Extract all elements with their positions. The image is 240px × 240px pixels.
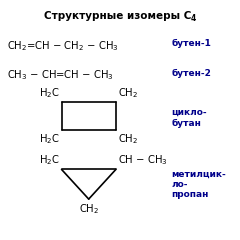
Text: CH $-$ CH$_3$: CH $-$ CH$_3$ — [118, 154, 168, 168]
Text: CH$_3$ $-$ CH=CH $-$ CH$_3$: CH$_3$ $-$ CH=CH $-$ CH$_3$ — [7, 69, 114, 82]
Text: H$_2$C: H$_2$C — [39, 86, 60, 100]
Text: CH$_2$: CH$_2$ — [118, 86, 138, 100]
Text: CH$_2$=CH $-$ CH$_2$ $-$ CH$_3$: CH$_2$=CH $-$ CH$_2$ $-$ CH$_3$ — [7, 39, 119, 53]
Text: цикло-
бутан: цикло- бутан — [171, 108, 207, 128]
Text: 4: 4 — [191, 14, 196, 23]
Text: H$_2$C: H$_2$C — [39, 132, 60, 146]
Text: бутен-1: бутен-1 — [171, 39, 211, 48]
Text: бутен-2: бутен-2 — [171, 69, 211, 78]
Text: H$_2$C: H$_2$C — [39, 154, 60, 168]
Text: Структурные изомеры C: Структурные изомеры C — [44, 11, 192, 21]
Text: метилцик-
ло-
пропан: метилцик- ло- пропан — [171, 169, 226, 199]
Text: CH$_2$: CH$_2$ — [78, 202, 99, 216]
Text: CH$_2$: CH$_2$ — [118, 132, 138, 146]
